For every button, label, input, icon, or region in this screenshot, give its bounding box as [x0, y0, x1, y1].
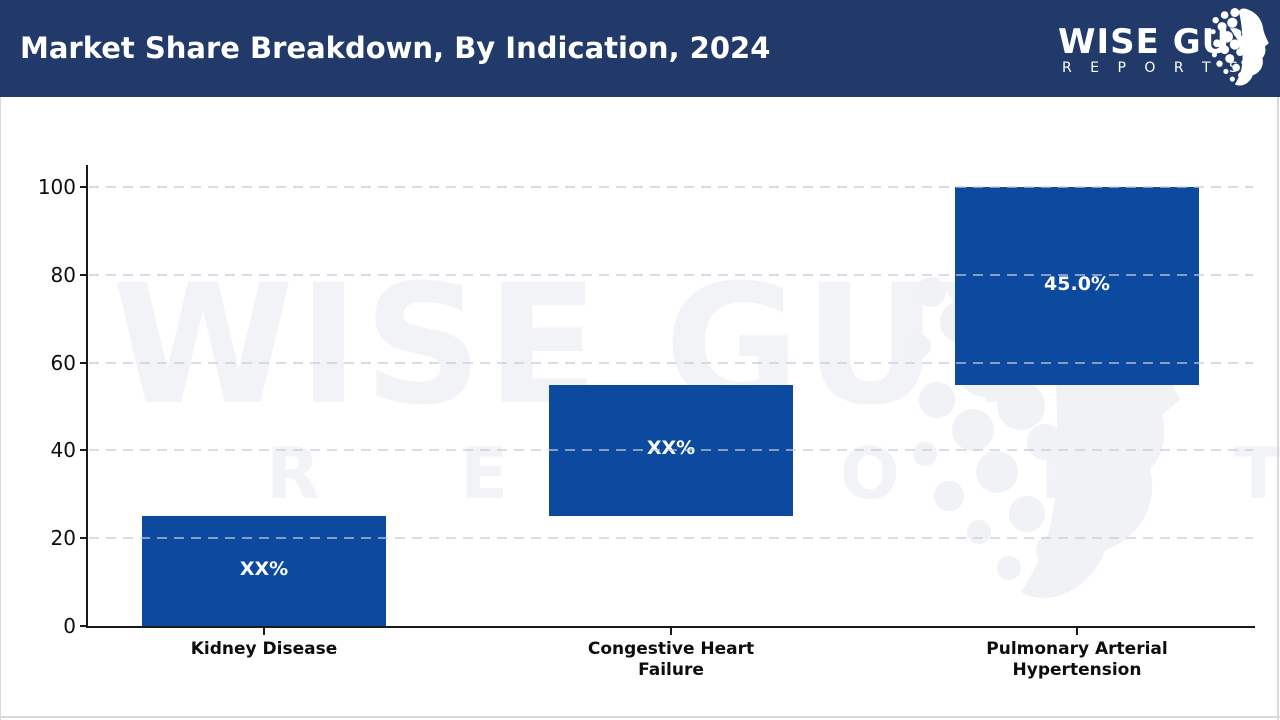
category-label-0: Kidney Disease [94, 639, 434, 660]
logo-subtext: R E P O R T S [1062, 60, 1245, 76]
gridline-40 [89, 449, 1253, 452]
wise-guy-reports-logo: WISE GUY R E P O R T S [1018, 0, 1269, 97]
dotted-head-icon [1210, 8, 1269, 86]
bar-value-label: XX% [646, 437, 696, 460]
gridline-60 [89, 361, 1253, 364]
gridline-20 [89, 537, 1253, 540]
x-tick-0 [263, 628, 265, 635]
gridline-100 [89, 186, 1253, 188]
y-tick-label-80: 80 [50, 262, 76, 287]
y-tick-label-100: 100 [37, 175, 76, 199]
figure-border-bottom [0, 716, 1280, 718]
category-label-line: Hypertension [1012, 660, 1142, 680]
y-tick-40 [80, 449, 88, 452]
bar-2: 45.0% [955, 187, 1199, 385]
bar-0: XX% [142, 516, 386, 626]
y-tick-100 [80, 186, 88, 188]
x-axis-line [86, 626, 1255, 628]
figure-border-left [0, 97, 1, 720]
y-tick-label-0: 0 [63, 614, 76, 638]
header-bar: Market Share Breakdown, By Indication, 2… [0, 0, 1280, 97]
y-tick-20 [80, 537, 88, 540]
figure-border-right [1277, 97, 1279, 720]
y-tick-0 [80, 625, 88, 627]
x-tick-2 [1076, 628, 1078, 635]
y-tick-label-60: 60 [50, 350, 76, 375]
category-label-line: Congestive Heart [587, 639, 755, 659]
category-label-2: Pulmonary Arterial Hypertension [907, 639, 1247, 681]
chart-title: Market Share Breakdown, By Indication, 2… [20, 31, 771, 65]
y-tick-60 [80, 361, 88, 364]
y-tick-label-40: 40 [50, 438, 76, 463]
x-tick-1 [670, 628, 672, 635]
y-tick-80 [80, 273, 88, 276]
bar-value-label: XX% [239, 558, 289, 581]
category-label-line: Pulmonary Arterial [986, 639, 1168, 659]
y-axis-line [86, 165, 88, 628]
category-label-1: Congestive Heart Failure [501, 639, 841, 681]
category-label-line: Kidney Disease [190, 639, 338, 659]
category-label-line: Failure [638, 660, 704, 680]
y-tick-label-20: 20 [50, 526, 76, 551]
bar-value-label: 45.0% [1044, 272, 1110, 295]
gridline-80 [89, 273, 1253, 276]
